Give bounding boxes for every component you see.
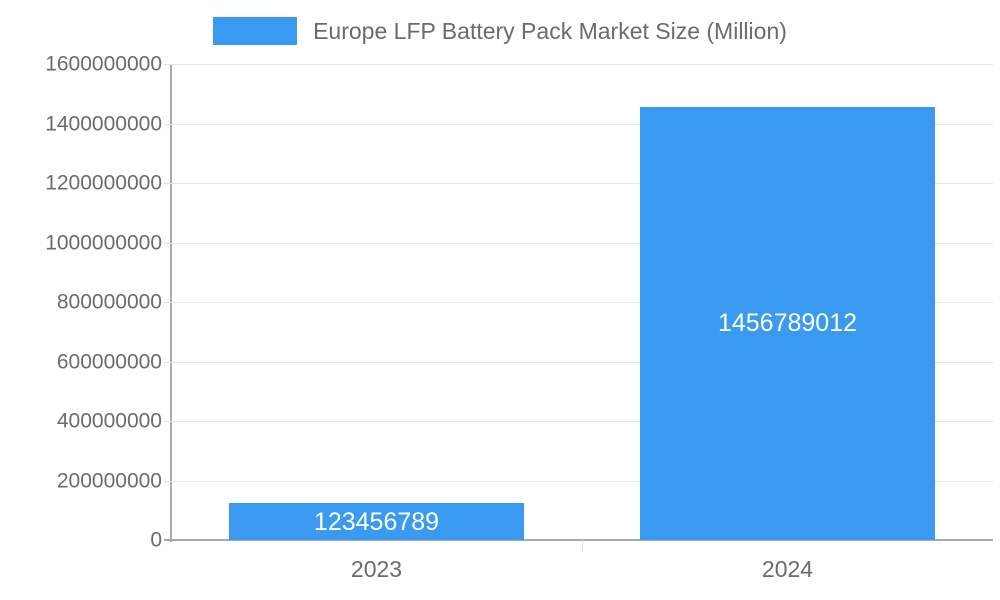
bar[interactable]: 1456789012 xyxy=(640,106,935,540)
y-axis-tick-label: 600000000 xyxy=(56,350,162,373)
category-separator-tick xyxy=(582,540,583,552)
legend-item-europe-lfp-battery-pack-market-size[interactable]: Europe LFP Battery Pack Market Size (Mil… xyxy=(213,17,787,45)
y-axis-tick-mark xyxy=(164,361,171,363)
y-axis-tick-mark xyxy=(164,480,171,482)
y-axis-tick-label: 1400000000 xyxy=(45,112,162,135)
gridline xyxy=(171,302,993,303)
legend-item-label: Europe LFP Battery Pack Market Size (Mil… xyxy=(313,17,787,44)
y-axis-tick-mark xyxy=(164,302,171,303)
bar-value-label: 1456789012 xyxy=(717,309,858,338)
gridline xyxy=(171,64,993,65)
chart-legend: Europe LFP Battery Pack Market Size (Mil… xyxy=(0,10,1000,52)
x-axis-tick-label: 2023 xyxy=(350,556,403,582)
bar[interactable]: 123456789 xyxy=(229,503,524,540)
y-axis-tick-mark xyxy=(164,64,171,65)
gridline xyxy=(171,361,993,363)
y-axis-tick-label: 1200000000 xyxy=(45,171,162,195)
gridline xyxy=(171,123,993,125)
y-axis-tick-mark xyxy=(164,421,171,422)
y-axis-spine xyxy=(170,64,172,542)
y-axis-tick-mark xyxy=(164,539,171,541)
y-axis-tick-label: 800000000 xyxy=(56,290,162,314)
y-axis-tick-label: 1000000000 xyxy=(45,231,162,254)
gridline xyxy=(171,242,993,244)
y-axis-tick-label: 200000000 xyxy=(56,469,162,492)
y-axis-tick-label: 1600000000 xyxy=(45,52,162,76)
y-axis-tick-mark xyxy=(164,183,171,184)
gridline xyxy=(171,183,993,184)
legend-color-swatch-icon xyxy=(213,17,298,45)
gridline xyxy=(171,421,993,422)
y-axis-tick-mark xyxy=(164,123,171,125)
x-axis-tick-label: 2024 xyxy=(761,556,814,582)
bar-value-label: 123456789 xyxy=(313,507,440,536)
plot-area: 123456789 1456789012 xyxy=(164,64,993,552)
y-axis-tick-mark xyxy=(164,242,171,244)
y-axis-tick-label: 0 xyxy=(150,528,162,552)
y-axis-tick-label: 400000000 xyxy=(56,409,162,433)
gridline xyxy=(171,480,993,482)
